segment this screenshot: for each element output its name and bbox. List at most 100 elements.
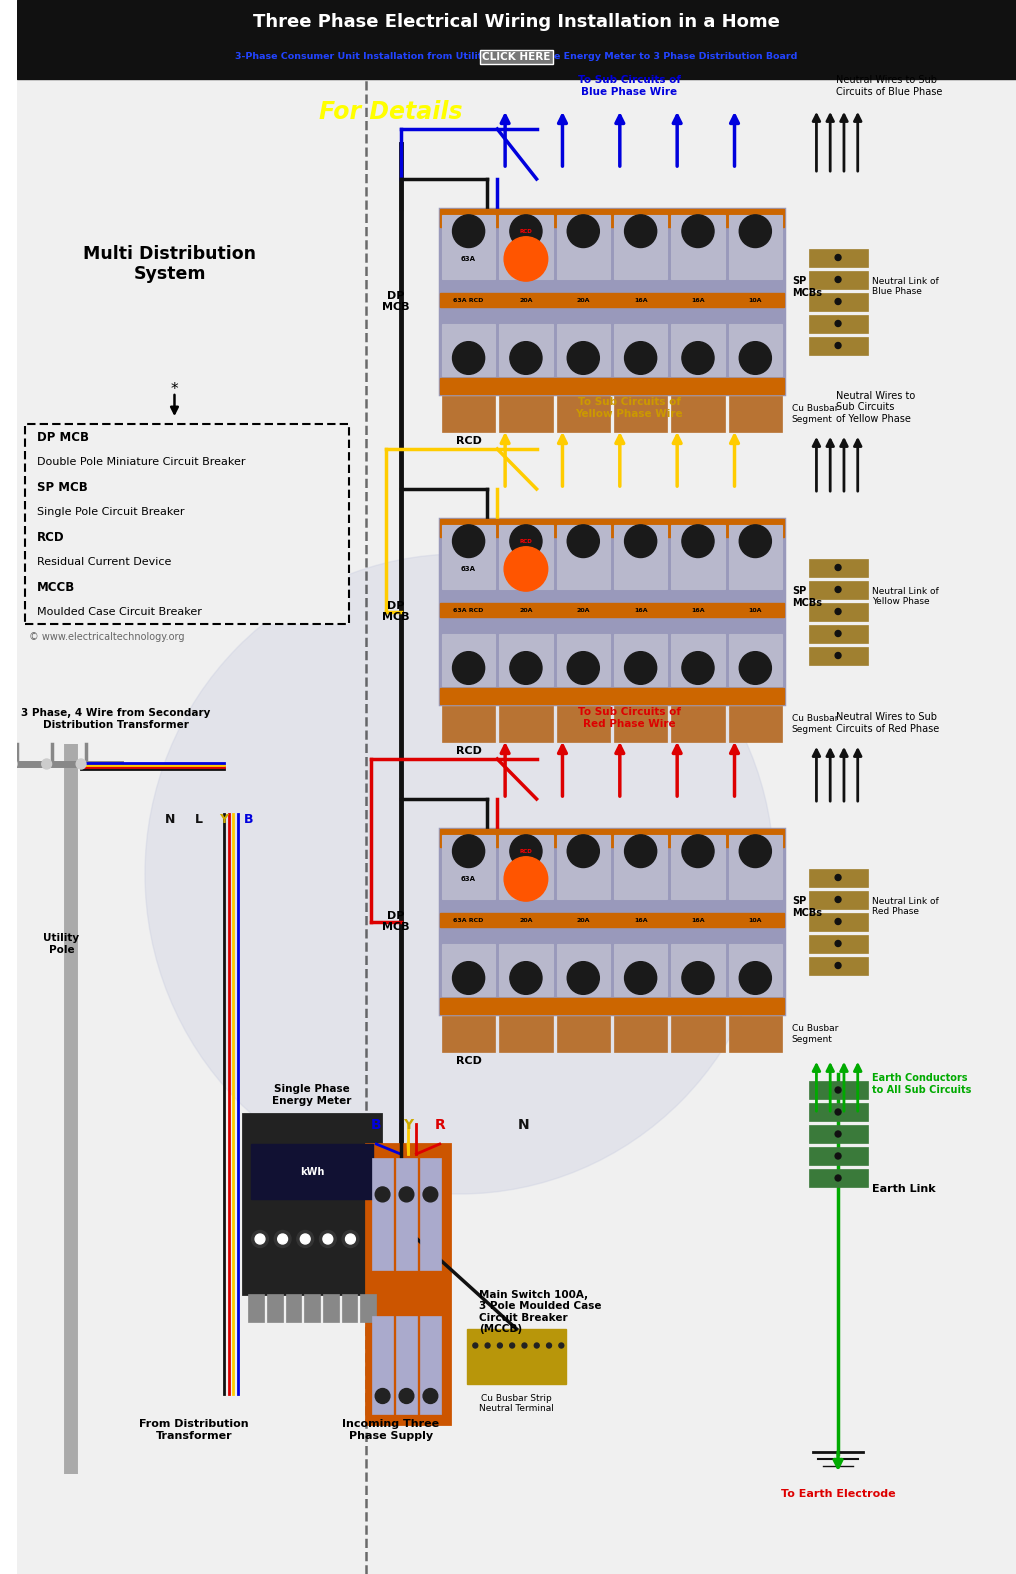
Circle shape: [510, 342, 542, 375]
Text: 16A: 16A: [691, 608, 705, 614]
Text: Earth Conductors
to All Sub Circuits: Earth Conductors to All Sub Circuits: [873, 1073, 972, 1096]
Bar: [809, 249, 868, 266]
Bar: [323, 1294, 338, 1322]
Bar: [728, 1015, 782, 1051]
Bar: [809, 647, 868, 664]
Bar: [557, 1015, 610, 1051]
Text: RCD: RCD: [37, 530, 64, 543]
Bar: [728, 707, 782, 741]
Text: kWh: kWh: [300, 1166, 324, 1177]
Bar: [557, 834, 610, 899]
Bar: [442, 524, 495, 589]
Circle shape: [682, 962, 714, 995]
Circle shape: [145, 554, 774, 1195]
Text: 16A: 16A: [634, 918, 647, 922]
Bar: [285, 1294, 302, 1322]
Bar: [440, 829, 784, 847]
Bar: [809, 559, 868, 576]
Circle shape: [835, 962, 841, 968]
Text: Three Phase Electrical Wiring Installation in a Home: Three Phase Electrical Wiring Installati…: [253, 13, 780, 31]
Circle shape: [323, 1234, 333, 1243]
Bar: [499, 707, 553, 741]
Bar: [809, 935, 868, 952]
Circle shape: [682, 216, 714, 247]
Text: N: N: [518, 1118, 529, 1132]
Circle shape: [835, 1132, 841, 1136]
Bar: [442, 214, 495, 279]
Circle shape: [625, 652, 656, 685]
Bar: [499, 397, 553, 431]
Bar: [467, 1328, 566, 1384]
Circle shape: [297, 1231, 314, 1248]
Text: SP
MCBs: SP MCBs: [791, 896, 822, 918]
Circle shape: [682, 524, 714, 557]
Bar: [420, 1158, 441, 1270]
Circle shape: [342, 1231, 359, 1248]
Text: RCD: RCD: [519, 850, 532, 855]
Circle shape: [504, 546, 548, 592]
Circle shape: [835, 875, 841, 880]
Text: 10A: 10A: [749, 608, 762, 614]
Text: 63A: 63A: [461, 567, 477, 571]
Text: 63A RCD: 63A RCD: [453, 297, 484, 304]
Circle shape: [740, 216, 771, 247]
Text: Moulded Case Circuit Breaker: Moulded Case Circuit Breaker: [37, 608, 202, 617]
Circle shape: [423, 1187, 438, 1203]
Text: MCCB: MCCB: [37, 581, 75, 593]
Text: Cu Busbar
Segment: Cu Busbar Segment: [791, 405, 838, 423]
Circle shape: [835, 299, 841, 304]
Circle shape: [625, 962, 656, 995]
Circle shape: [375, 1187, 390, 1203]
Text: CLICK HERE: CLICK HERE: [483, 52, 551, 61]
Text: 63A: 63A: [461, 257, 477, 261]
Bar: [809, 1081, 868, 1099]
Bar: [442, 324, 495, 376]
Bar: [614, 944, 668, 996]
Bar: [440, 829, 784, 1014]
Text: 3-Phase Consumer Unit Installation from Utility Single Phase Energy Meter to 3 P: 3-Phase Consumer Unit Installation from …: [236, 52, 798, 61]
Text: SP
MCBs: SP MCBs: [791, 275, 822, 297]
Text: Neutral Link of
Blue Phase: Neutral Link of Blue Phase: [873, 277, 939, 296]
Circle shape: [740, 524, 771, 557]
Text: To Sub Circuits of
Red Phase Wire: To Sub Circuits of Red Phase Wire: [578, 707, 681, 729]
Bar: [440, 603, 784, 617]
Circle shape: [567, 834, 599, 867]
Circle shape: [452, 342, 485, 375]
Circle shape: [835, 897, 841, 902]
Text: R: R: [435, 1118, 445, 1132]
Circle shape: [7, 759, 17, 770]
Circle shape: [510, 962, 542, 995]
Text: DP
MCB: DP MCB: [382, 291, 409, 312]
Circle shape: [567, 962, 599, 995]
Bar: [366, 1144, 450, 1424]
Bar: [809, 337, 868, 354]
Bar: [809, 913, 868, 930]
Bar: [614, 324, 668, 376]
Circle shape: [301, 1234, 310, 1243]
Text: © www.electricaltechnology.org: © www.electricaltechnology.org: [29, 633, 185, 642]
Circle shape: [252, 1231, 268, 1248]
Text: 20A: 20A: [576, 297, 590, 304]
Bar: [372, 1316, 393, 1413]
Circle shape: [559, 1343, 564, 1347]
Text: Residual Current Device: Residual Current Device: [37, 557, 172, 567]
Circle shape: [835, 255, 841, 261]
Bar: [672, 1015, 724, 1051]
Bar: [614, 634, 668, 686]
Bar: [267, 1294, 282, 1322]
Bar: [728, 397, 782, 431]
Text: RCD: RCD: [519, 540, 532, 545]
Bar: [440, 519, 784, 537]
Circle shape: [423, 1388, 438, 1404]
Bar: [442, 834, 495, 899]
Bar: [440, 209, 784, 227]
Text: *: *: [171, 381, 178, 397]
Text: 10A: 10A: [749, 918, 762, 922]
Bar: [361, 1294, 376, 1322]
Bar: [440, 293, 784, 307]
Circle shape: [510, 1343, 515, 1347]
Bar: [809, 581, 868, 598]
Circle shape: [835, 631, 841, 636]
Bar: [728, 524, 782, 589]
Text: 16A: 16A: [634, 608, 647, 614]
